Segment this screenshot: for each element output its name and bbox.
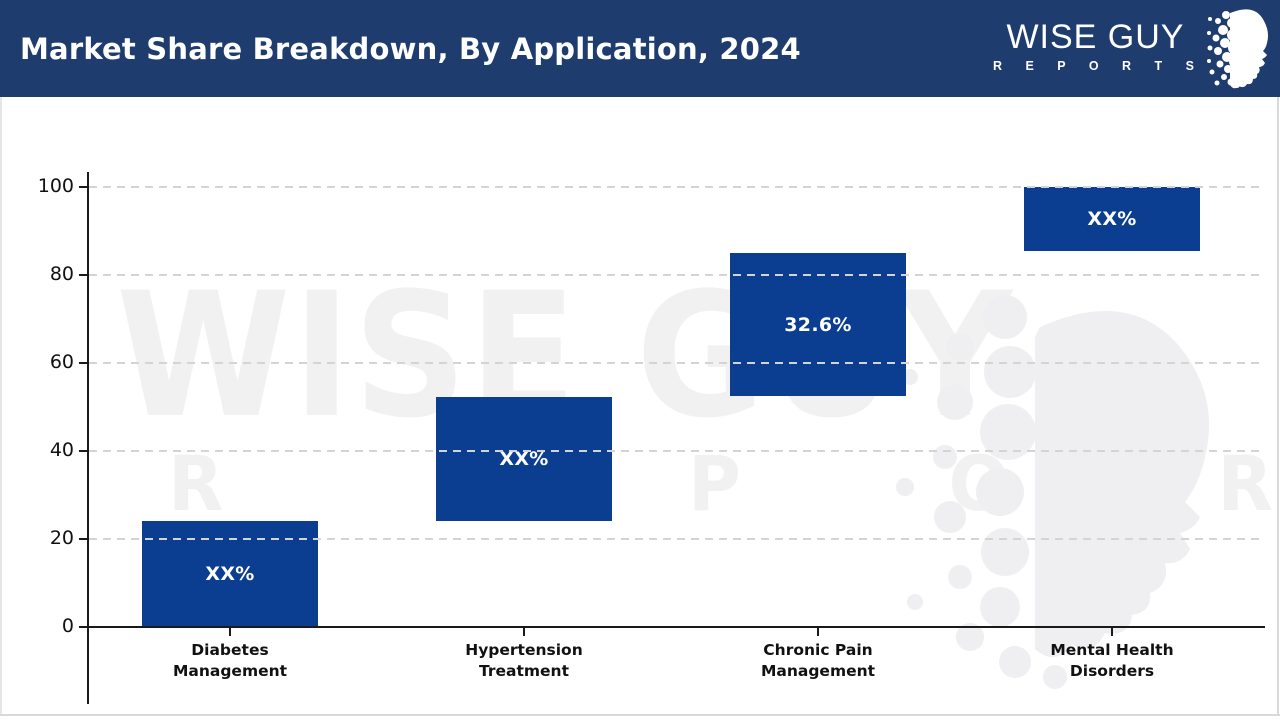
brand-subtitle: R E P O R T S [992,59,1204,73]
brand-face-icon [1207,9,1268,89]
y-tick-label-40: 40 [49,439,74,461]
x-category-label: Diabetes Management [172,641,288,680]
bar-value-label: XX% [499,447,549,470]
y-tick-label-60: 60 [49,351,74,373]
bar-2: XX% [436,396,612,521]
x-category-label: Chronic Pain Management [760,641,876,680]
frame-border-left [0,97,2,716]
bar-1: XX% [142,520,318,627]
x-category-label: Mental Health Disorders [1050,641,1174,680]
x-category-label: Hypertension Treatment [465,641,583,680]
bar-4: XX% [1024,187,1200,251]
bar-value-label: 32.6% [784,313,852,336]
brand-logo: WISE GUY R E P O R T S [993,4,1272,94]
y-tick-60 [79,362,87,364]
y-tick-40 [79,450,87,452]
frame-border-right [1277,97,1279,716]
y-tick-label-100: 100 [37,175,74,197]
x-tick-4 [1111,628,1113,636]
x-tick-1 [229,628,231,636]
frame-border-bottom [0,714,1280,716]
bar-value-label: XX% [1087,207,1137,230]
x-tick-3 [817,628,819,636]
x-axis-line [87,626,1265,628]
y-tick-100 [79,186,87,188]
x-tick-2 [523,628,525,636]
y-tick-label-20: 20 [49,527,74,549]
y-tick-label-0: 0 [61,615,74,637]
brand-name: WISE GUY [1006,18,1185,56]
y-axis-line [87,172,89,704]
gridline-100 [89,186,1265,188]
chart-title: Market Share Breakdown, By Application, … [20,31,801,66]
y-tick-label-80: 80 [49,263,74,285]
gridline-80 [89,274,1265,276]
header: Market Share Breakdown, By Application, … [0,0,1280,97]
y-tick-20 [79,538,87,540]
bar-3: 32.6% [730,253,906,397]
watermark-head-pattern [896,295,1210,689]
brand-wordmark: WISE GUY R E P O R T S [987,18,1204,73]
gridline-20 [89,538,1265,540]
y-tick-80 [79,274,87,276]
gridline-40 [89,450,1265,452]
bar-value-label: XX% [205,562,255,585]
y-tick-0 [79,626,87,628]
gridline-60 [89,362,1265,364]
plot-area: WISE GUY R E P O R T S 020406080100XX%Di… [0,97,1280,717]
